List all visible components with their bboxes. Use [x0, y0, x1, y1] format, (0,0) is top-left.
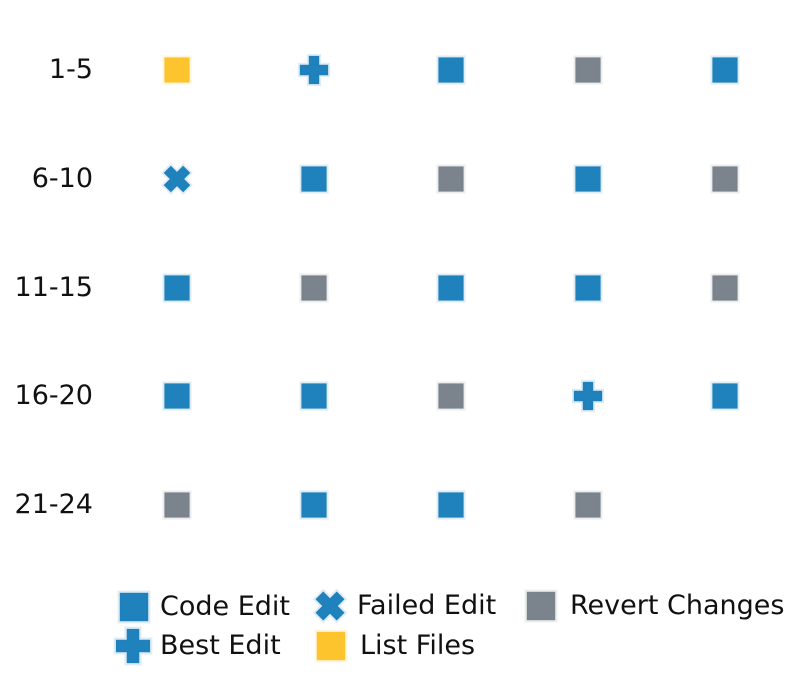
row-label: 11-15	[14, 271, 93, 303]
marker-revert-changes	[573, 55, 603, 85]
legend-marker-best-edit	[113, 626, 153, 666]
legend-label: Failed Edit	[357, 589, 497, 621]
marker-code-edit	[299, 381, 329, 411]
marker-revert-changes	[573, 490, 603, 520]
marker-revert-changes	[710, 273, 740, 303]
row-label: 21-24	[14, 488, 93, 520]
marker-code-edit	[710, 55, 740, 85]
marker-revert-changes	[162, 490, 192, 520]
marker-code-edit	[436, 55, 466, 85]
legend-marker-list-files	[314, 629, 348, 663]
legend-label: List Files	[360, 629, 476, 661]
legend-label: Best Edit	[160, 629, 281, 661]
marker-code-edit	[710, 381, 740, 411]
marker-revert-changes	[710, 164, 740, 194]
legend-label: Revert Changes	[570, 589, 785, 621]
marker-revert-changes	[299, 273, 329, 303]
marker-code-edit	[573, 164, 603, 194]
row-label: 6-10	[31, 162, 93, 194]
legend-marker-code-edit	[117, 590, 151, 624]
marker-list-files	[162, 55, 192, 85]
legend-label: Code Edit	[160, 590, 290, 622]
marker-failed-edit	[161, 163, 193, 195]
marker-code-edit	[436, 273, 466, 303]
marker-code-edit	[162, 381, 192, 411]
marker-revert-changes	[436, 381, 466, 411]
marker-code-edit	[573, 273, 603, 303]
marker-code-edit	[162, 273, 192, 303]
marker-code-edit	[299, 490, 329, 520]
row-label: 1-5	[48, 53, 93, 85]
legend-marker-failed-edit	[312, 588, 348, 624]
marker-revert-changes	[436, 164, 466, 194]
marker-code-edit	[436, 490, 466, 520]
marker-best-edit	[297, 53, 331, 87]
row-label: 16-20	[14, 379, 93, 411]
marker-best-edit	[571, 379, 605, 413]
marker-code-edit	[299, 164, 329, 194]
legend-marker-revert-changes	[524, 589, 558, 623]
